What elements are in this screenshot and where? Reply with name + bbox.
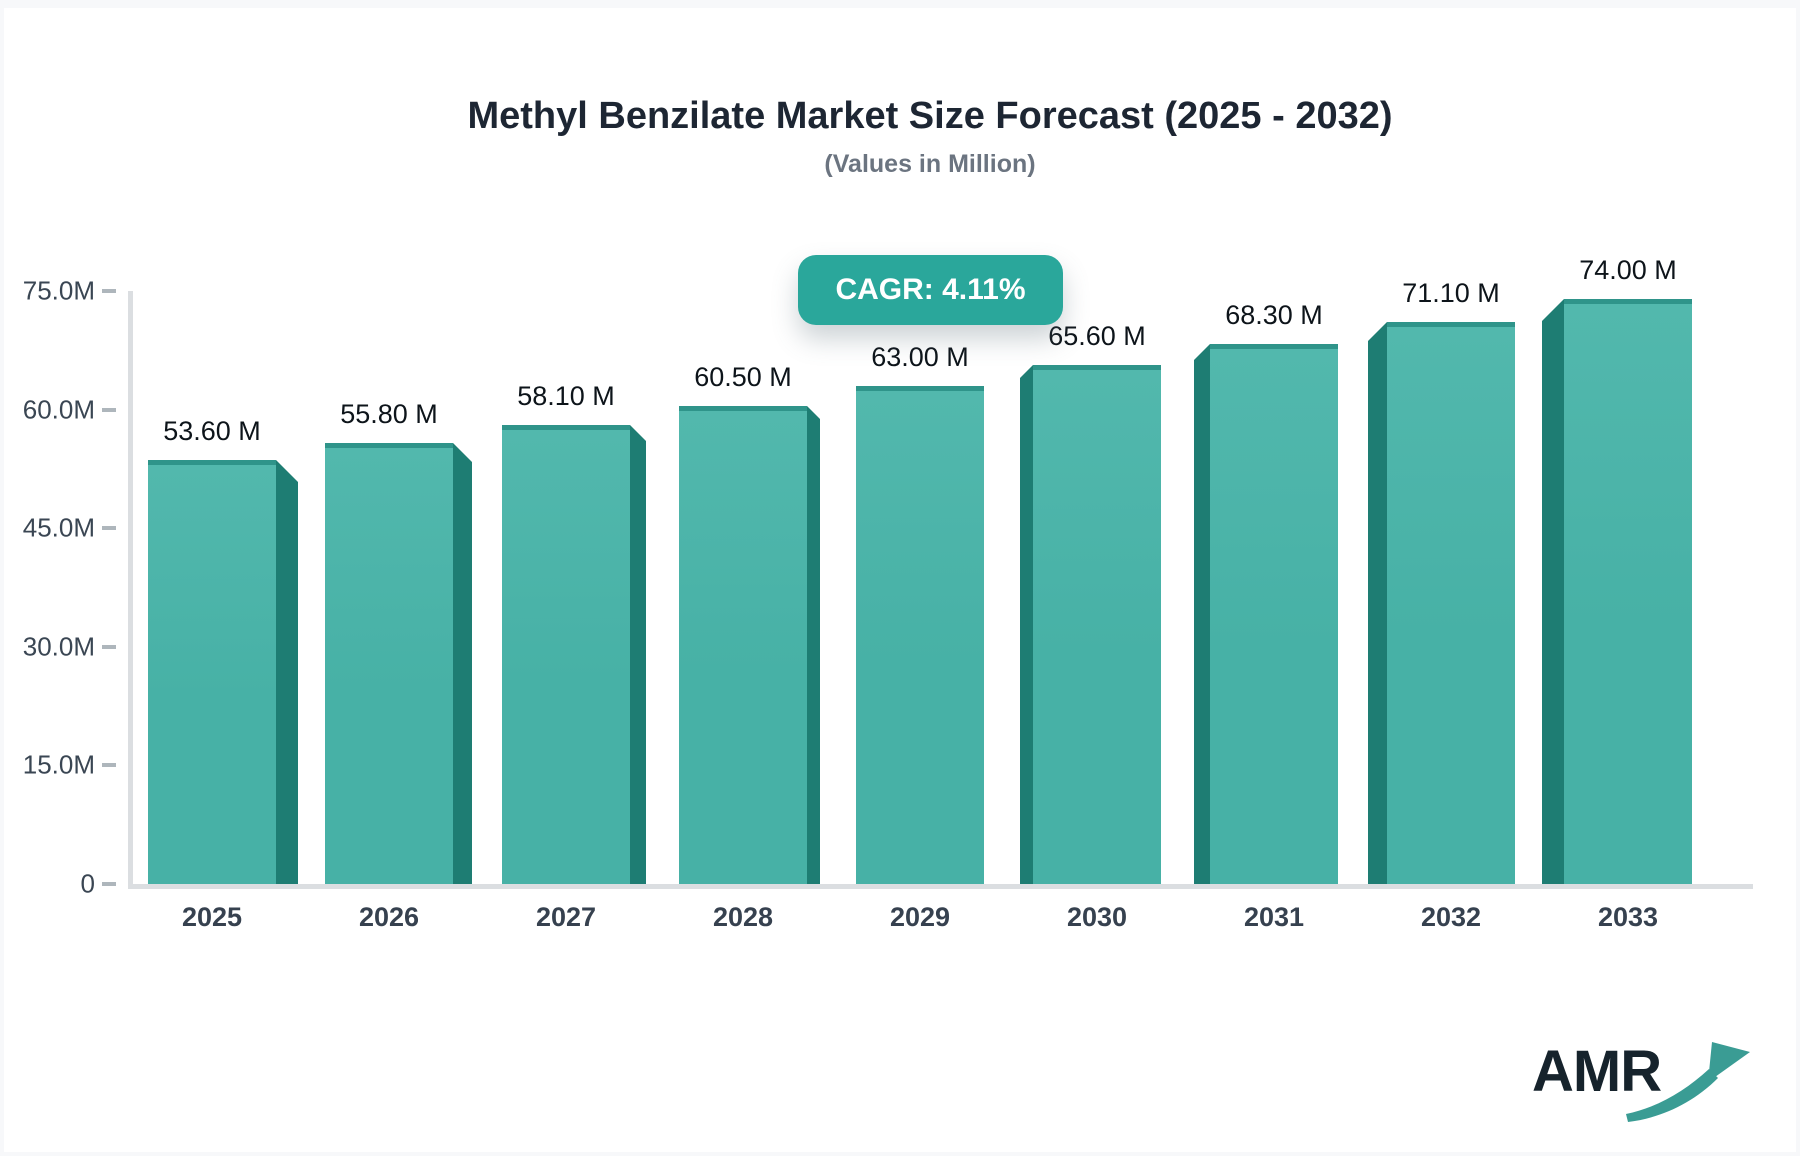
bar-value-label: 68.30 M — [1225, 300, 1323, 330]
y-tick-label: 75.0M — [22, 275, 95, 306]
y-tick-mark — [102, 289, 116, 293]
bar-face — [325, 443, 453, 884]
bar-face — [1210, 344, 1338, 884]
chart-title: Methyl Benzilate Market Size Forecast (2… — [467, 95, 1393, 137]
bar-value-label: 71.10 M — [1402, 278, 1500, 308]
bar-face — [1387, 322, 1515, 884]
x-axis-label-2025: 2025 — [181, 902, 243, 932]
chart-subtitle: (Values in Million) — [824, 150, 1036, 178]
y-tick-mark — [102, 407, 116, 412]
y-tick-mark — [102, 882, 116, 886]
bar-value-label: 63.00 M — [871, 342, 969, 372]
x-axis-label-2027: 2027 — [535, 902, 597, 932]
x-axis-label-2031: 2031 — [1243, 902, 1305, 932]
y-tick-label: 0 — [80, 868, 95, 899]
bar-side-3d — [1368, 322, 1387, 884]
page-edge-left — [0, 0, 4, 1156]
x-axis-label-2028: 2028 — [712, 902, 774, 932]
bar-face — [679, 406, 807, 884]
x-axis-line — [128, 884, 1753, 889]
bar-face — [1033, 365, 1161, 884]
x-axis-label-2026: 2026 — [358, 902, 420, 932]
bar-value-label: 55.80 M — [340, 399, 438, 429]
y-axis-line — [128, 291, 133, 887]
bar-side-3d — [630, 425, 646, 884]
bar-side-3d — [1542, 299, 1564, 884]
x-axis-label-2033: 2033 — [1597, 902, 1659, 932]
x-axis-label-2030: 2030 — [1066, 902, 1128, 932]
bar-face — [856, 386, 984, 884]
y-tick-mark — [102, 763, 116, 768]
amr-logo: AMR — [1532, 1038, 1792, 1128]
bar-value-label: 53.60 M — [163, 416, 261, 446]
page-edge-bottom — [0, 1152, 1800, 1156]
cagr-badge: CAGR: 4.11% — [798, 255, 1063, 325]
bar-face — [1564, 299, 1692, 884]
trend-up-arrow-icon — [1626, 1042, 1750, 1122]
page-edge-top — [0, 0, 1800, 8]
y-tick-mark — [102, 526, 116, 531]
amr-logo-text: AMR — [1532, 1039, 1662, 1104]
bar-side-3d — [807, 406, 820, 884]
x-axis-label-2029: 2029 — [889, 902, 951, 932]
bar-side-3d — [1194, 344, 1210, 884]
y-tick-label: 45.0M — [22, 512, 95, 543]
bar-face — [502, 425, 630, 884]
y-tick-label: 30.0M — [22, 631, 95, 662]
bar-value-label: 65.60 M — [1048, 321, 1146, 351]
y-tick-label: 15.0M — [22, 749, 95, 780]
bar-value-label: 60.50 M — [694, 362, 792, 392]
x-axis-label-2032: 2032 — [1420, 902, 1482, 932]
cagr-badge-label: CAGR: 4.11% — [835, 273, 1026, 306]
bar-side-3d — [276, 460, 298, 884]
page-edge-right — [1796, 0, 1800, 1156]
bar-side-3d — [453, 443, 472, 884]
bar-face — [148, 460, 276, 884]
y-tick-label: 60.0M — [22, 394, 95, 425]
bar-value-label: 74.00 M — [1579, 255, 1677, 285]
bar-value-label: 58.10 M — [517, 381, 615, 411]
bar-side-3d — [1020, 365, 1033, 884]
y-tick-mark — [102, 644, 116, 649]
